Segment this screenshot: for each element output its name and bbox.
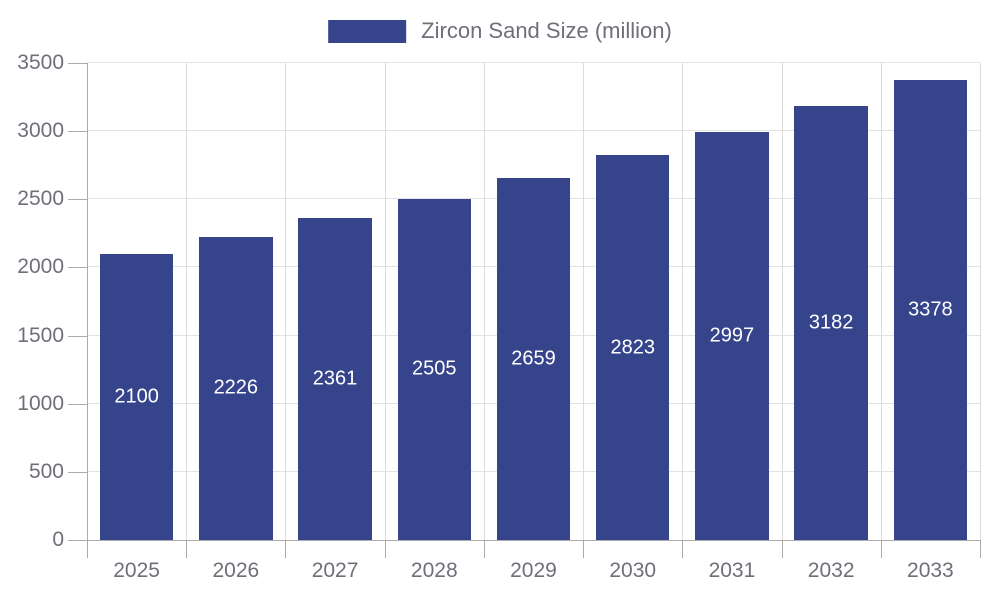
x-axis-tick: [285, 540, 287, 558]
x-tick-label: 2031: [708, 559, 756, 582]
x-tick-label: 2027: [311, 559, 359, 582]
legend-label: Zircon Sand Size (million): [421, 18, 672, 43]
bar-value-label: 2226: [213, 376, 259, 399]
y-tick-label: 3500: [17, 51, 64, 74]
x-axis-tick: [880, 540, 882, 558]
v-gridline: [880, 63, 882, 540]
v-gridline: [583, 63, 585, 540]
y-tick-label: 0: [52, 528, 64, 551]
bar-value-label: 2361: [312, 367, 358, 390]
bar-value-label: 2823: [610, 336, 655, 359]
x-axis-tick: [186, 540, 188, 558]
x-tick-label: 2028: [410, 559, 458, 582]
y-axis-tick: [68, 131, 87, 133]
bar[interactable]: 2997: [695, 131, 769, 540]
x-tick-label: 2029: [510, 559, 557, 582]
bar[interactable]: 3378: [893, 79, 968, 540]
v-gridline: [781, 63, 783, 540]
y-tick-label: 2000: [17, 255, 64, 279]
y-axis-line: [87, 63, 88, 558]
v-gridline: [682, 63, 684, 540]
bar[interactable]: 2823: [596, 155, 670, 540]
bar-value-label: 3378: [908, 298, 953, 321]
legend-swatch-icon: [328, 19, 407, 43]
v-gridline: [483, 63, 485, 540]
y-tick-label: 2500: [17, 187, 64, 211]
x-tick-label: 2026: [212, 559, 260, 582]
y-axis-tick: [68, 403, 87, 405]
v-gridline: [980, 63, 981, 540]
bar[interactable]: 2361: [298, 218, 372, 540]
x-axis-tick: [781, 540, 783, 558]
x-axis-tick: [384, 540, 386, 558]
x-axis-tick: [980, 540, 981, 558]
y-axis-tick: [68, 63, 87, 64]
x-tick-label: 2032: [807, 559, 855, 582]
bar[interactable]: 2100: [99, 253, 174, 540]
v-gridline: [285, 63, 287, 540]
y-axis-tick: [68, 267, 87, 269]
bar-value-label: 3182: [808, 311, 854, 334]
bar-value-label: 2505: [412, 357, 457, 380]
bar-value-label: 2100: [114, 385, 159, 408]
y-tick-label: 1000: [17, 391, 64, 415]
v-gridline: [384, 63, 386, 540]
bar-value-label: 2659: [511, 347, 556, 370]
x-tick-label: 2033: [907, 559, 954, 582]
y-axis-tick: [68, 335, 87, 337]
x-tick-label: 2030: [609, 559, 657, 582]
bar[interactable]: 3182: [794, 106, 868, 540]
x-axis-line: [87, 540, 980, 541]
x-tick-label: 2025: [113, 559, 160, 582]
v-gridline: [186, 63, 188, 540]
y-tick-label: 3000: [17, 119, 64, 143]
h-gridline: [87, 130, 980, 132]
bar[interactable]: 2659: [496, 177, 571, 540]
y-axis-tick: [68, 199, 87, 201]
bar-value-label: 2997: [709, 324, 755, 347]
y-tick-label: 1500: [17, 323, 64, 347]
y-axis-tick: [68, 471, 87, 473]
h-gridline: [87, 62, 980, 63]
x-axis-tick: [682, 540, 684, 558]
legend-item[interactable]: Zircon Sand Size (million): [328, 18, 672, 44]
y-axis-tick: [68, 540, 87, 541]
x-axis-tick: [483, 540, 485, 558]
y-tick-label: 500: [28, 459, 64, 483]
bar[interactable]: 2505: [397, 198, 471, 540]
bar[interactable]: 2226: [199, 236, 273, 540]
plot-area: 2100 2226 2361 2505 2659 2823 2997 3182 3378: [87, 62, 981, 540]
x-axis-tick: [583, 540, 585, 558]
